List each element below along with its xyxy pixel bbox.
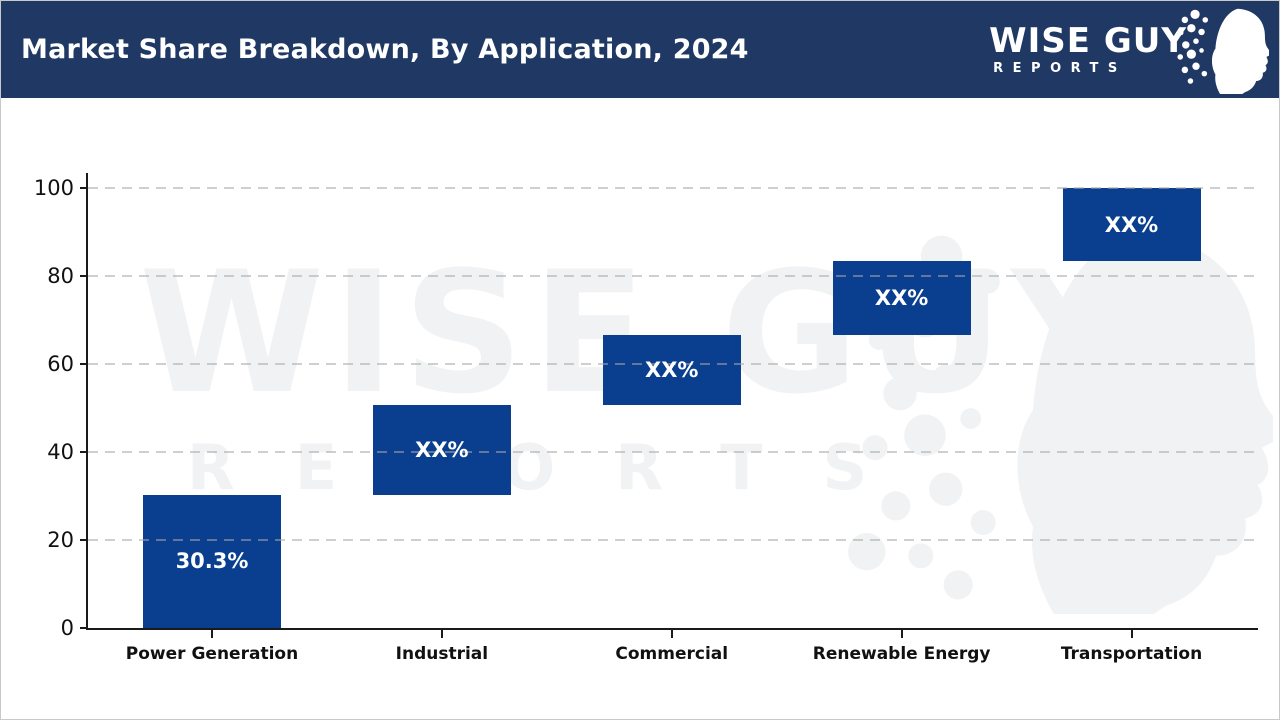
x-axis-category-label: Industrial	[395, 644, 489, 664]
header: Market Share Breakdown, By Application, …	[1, 1, 1279, 98]
gridline-100	[88, 187, 1258, 189]
x-axis-category-label: Renewable Energy	[812, 644, 991, 664]
gridline-80	[88, 275, 1258, 277]
y-axis-tick-label: 100	[33, 176, 74, 200]
y-tick-mark	[80, 627, 88, 629]
x-tick-mark	[670, 630, 673, 638]
y-tick-mark	[80, 363, 88, 365]
bar-value-label: XX%	[415, 437, 469, 462]
x-axis-category-label: Commercial	[615, 644, 729, 664]
x-tick-mark	[900, 630, 903, 638]
brand-head-icon	[1177, 8, 1269, 94]
y-axis-line	[86, 173, 88, 630]
y-tick-mark	[80, 539, 88, 541]
gridline-20	[88, 539, 1258, 541]
y-axis-tick-label: 80	[47, 264, 74, 288]
brand-logo-text: WISE GUY REPORTS	[989, 24, 1187, 76]
x-tick-mark	[1130, 630, 1133, 638]
bar-industrial	[372, 404, 511, 495]
x-axis-category-label: Power Generation	[125, 644, 299, 664]
page-title: Market Share Breakdown, By Application, …	[21, 34, 749, 65]
brand-subtitle: REPORTS	[993, 60, 1127, 76]
brand-name: WISE GUY	[989, 20, 1187, 61]
bar-value-label: XX%	[874, 286, 929, 311]
bar-value-label: XX%	[645, 358, 699, 383]
x-axis-line	[86, 628, 1258, 630]
x-tick-mark	[440, 630, 443, 638]
brand-logo: WISE GUY REPORTS	[989, 6, 1269, 94]
y-axis-tick-label: 60	[47, 352, 74, 376]
gridline-60	[88, 363, 1258, 365]
y-tick-mark	[80, 187, 88, 189]
y-axis-tick-label: 40	[47, 440, 74, 464]
y-tick-mark	[80, 275, 88, 277]
plot-area: 30.3% Power Generation XX% Industrial XX% Com…	[1, 98, 1279, 719]
x-axis-category-label: Transportation	[1060, 644, 1203, 664]
x-tick-mark	[211, 630, 213, 638]
gridline-40	[88, 451, 1258, 453]
bar-commercial	[602, 335, 741, 405]
y-axis-tick-label: 0	[60, 616, 74, 640]
bar-value-label: 30.3%	[175, 549, 249, 574]
bar-value-label: XX%	[1104, 212, 1159, 237]
bar-power-generation	[143, 494, 281, 628]
y-tick-mark	[80, 451, 88, 453]
y-axis-tick-label: 20	[47, 528, 74, 552]
